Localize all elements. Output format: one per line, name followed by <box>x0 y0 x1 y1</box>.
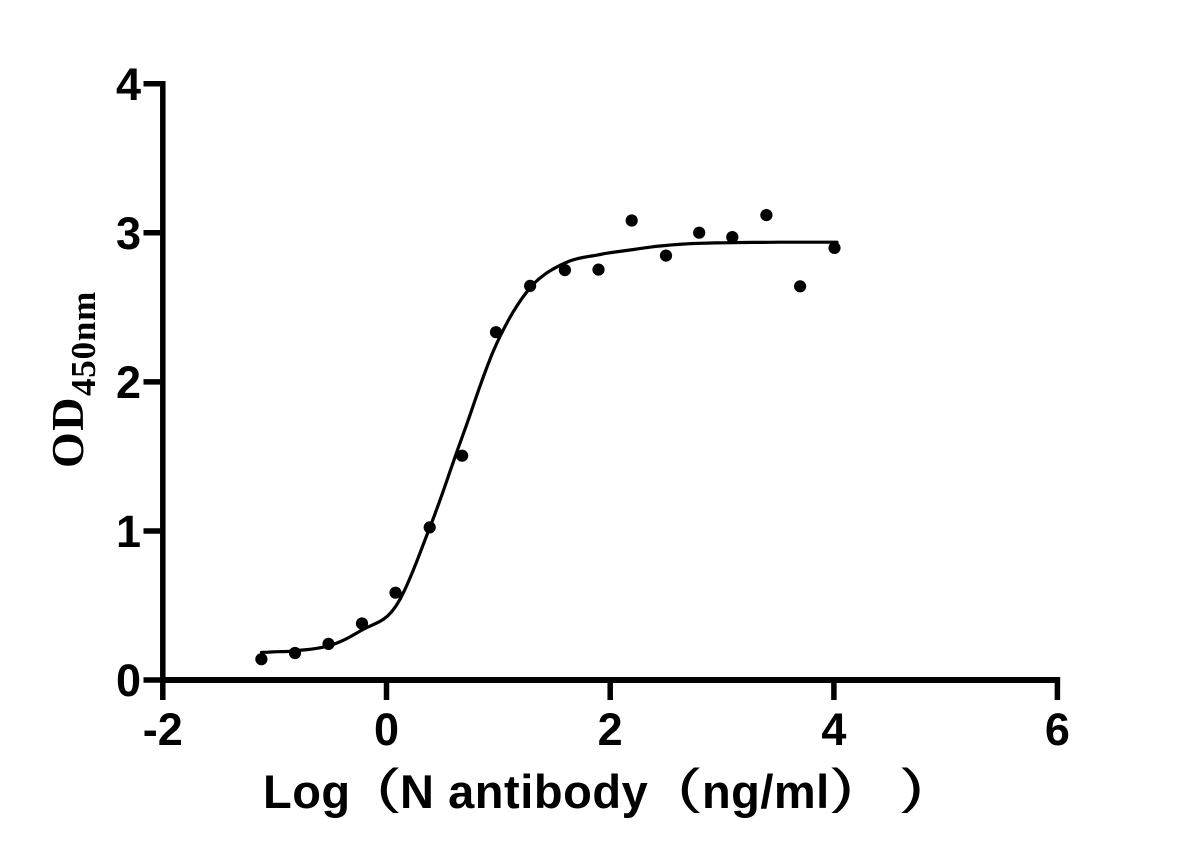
svg-text:ng/ml: ng/ml <box>702 765 830 818</box>
svg-text:): ) <box>831 759 854 814</box>
svg-text:Log: Log <box>263 765 351 818</box>
svg-text:(: ( <box>377 759 400 814</box>
svg-text:0: 0 <box>374 704 399 755</box>
svg-text:3: 3 <box>116 208 141 259</box>
svg-text:0: 0 <box>116 655 141 706</box>
svg-text:(: ( <box>678 759 701 814</box>
svg-text:N antibody: N antibody <box>400 765 648 818</box>
svg-text:2: 2 <box>598 704 623 755</box>
svg-text:-2: -2 <box>143 704 183 755</box>
svg-text:): ) <box>901 759 924 814</box>
svg-text:1: 1 <box>116 506 141 557</box>
svg-text:4: 4 <box>116 59 141 110</box>
svg-text:2: 2 <box>116 357 141 408</box>
svg-text:6: 6 <box>1045 704 1070 755</box>
svg-text:4: 4 <box>821 704 846 755</box>
